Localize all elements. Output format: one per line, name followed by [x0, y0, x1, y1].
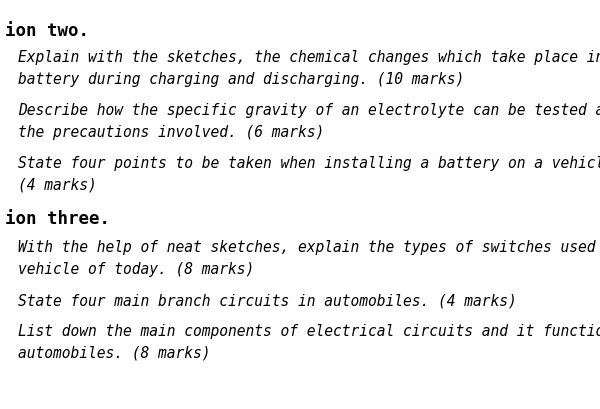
Text: vehicle of today. (8 marks): vehicle of today. (8 marks) [18, 262, 254, 277]
Text: the precautions involved. (6 marks): the precautions involved. (6 marks) [18, 125, 324, 140]
Text: List down the main components of electrical circuits and it functions in: List down the main components of electri… [18, 324, 600, 339]
Text: automobiles. (8 marks): automobiles. (8 marks) [18, 346, 211, 361]
Text: battery during charging and discharging. (10 marks): battery during charging and discharging.… [18, 72, 464, 87]
Text: With the help of neat sketches, explain the types of switches used in modern: With the help of neat sketches, explain … [18, 240, 600, 255]
Text: Describe how the specific gravity of an electrolyte can be tested and state: Describe how the specific gravity of an … [18, 103, 600, 118]
Text: Explain with the sketches, the chemical changes which take place inside the: Explain with the sketches, the chemical … [18, 50, 600, 65]
Text: State four points to be taken when installing a battery on a vehicle.: State four points to be taken when insta… [18, 156, 600, 171]
Text: ion three.: ion three. [5, 210, 110, 228]
Text: State four main branch circuits in automobiles. (4 marks): State four main branch circuits in autom… [18, 293, 517, 308]
Text: (4 marks): (4 marks) [18, 178, 97, 193]
Text: ion two.: ion two. [5, 22, 89, 40]
